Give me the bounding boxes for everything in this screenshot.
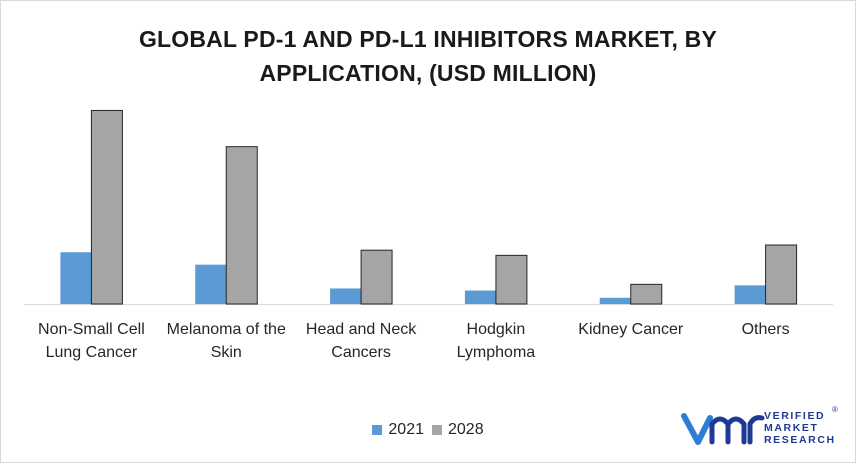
x-tick-label-4-line-0: Kidney Cancer	[578, 321, 684, 338]
x-tick-label-0-line-0: Non-Small Cell	[38, 321, 145, 338]
vmr-logo-icon	[681, 413, 765, 445]
bar-2021-3	[464, 290, 496, 304]
chart-title-line-1: GLOBAL PD-1 AND PD-L1 INHIBITORS MARKET,…	[138, 26, 718, 52]
x-tick-label-3-line-0: Hodgkin	[466, 321, 526, 338]
legend: 2021 2028	[0, 421, 856, 439]
chart-title-line-2: APPLICATION, (USD MILLION)	[259, 60, 597, 86]
registered-mark: ®	[832, 405, 838, 414]
x-tick-label-1-line-1: Skin	[210, 344, 242, 361]
bar-2028-5	[765, 244, 798, 305]
bar-2021-2	[330, 288, 362, 304]
legend-swatch-2021	[372, 425, 383, 435]
bar-2021-5	[734, 285, 766, 304]
x-tick-label-1-line-0: Melanoma of the	[166, 321, 286, 338]
x-tick-label-0: Non-Small Cell Lung Cancer	[21, 318, 161, 364]
legend-item-2028: 2028	[432, 421, 484, 439]
legend-item-2021: 2021	[372, 421, 424, 439]
x-tick-label-2-line-1: Cancers	[331, 344, 391, 361]
bar-2021-1	[195, 264, 227, 304]
bar-2028-3	[495, 254, 528, 305]
x-tick-label-3-line-1: Lymphoma	[456, 344, 536, 361]
legend-label-2021: 2021	[388, 421, 424, 438]
vmr-logo-text: VERIFIED MARKET RESEARCH	[764, 410, 836, 446]
chart-title: GLOBAL PD-1 AND PD-L1 INHIBITORS MARKET,…	[0, 22, 856, 90]
legend-swatch-2028	[432, 425, 442, 435]
bar-2028-0	[90, 109, 123, 305]
x-tick-label-0-line-1: Lung Cancer	[45, 344, 138, 361]
x-tick-label-2-line-0: Head and Neck	[305, 321, 417, 338]
x-tick-label-3: Hodgkin Lymphoma	[426, 318, 566, 364]
x-tick-label-5-line-0: Others	[741, 321, 790, 338]
bar-2021-0	[60, 252, 92, 304]
x-tick-label-5: Others	[696, 318, 836, 341]
bar-2028-4	[630, 283, 663, 305]
bar-2028-1	[225, 146, 258, 305]
bar-2021-4	[599, 297, 631, 304]
x-tick-label-2: Head and Neck Cancers	[291, 318, 431, 364]
logo-line-2: MARKET	[764, 422, 819, 434]
x-tick-label-4: Kidney Cancer	[561, 318, 701, 341]
legend-label-2028: 2028	[448, 421, 484, 438]
logo-line-1: VERIFIED	[764, 410, 826, 422]
bar-2028-2	[360, 249, 393, 305]
x-tick-label-1: Melanoma of the Skin	[156, 318, 296, 364]
logo-line-3: RESEARCH	[764, 434, 836, 446]
